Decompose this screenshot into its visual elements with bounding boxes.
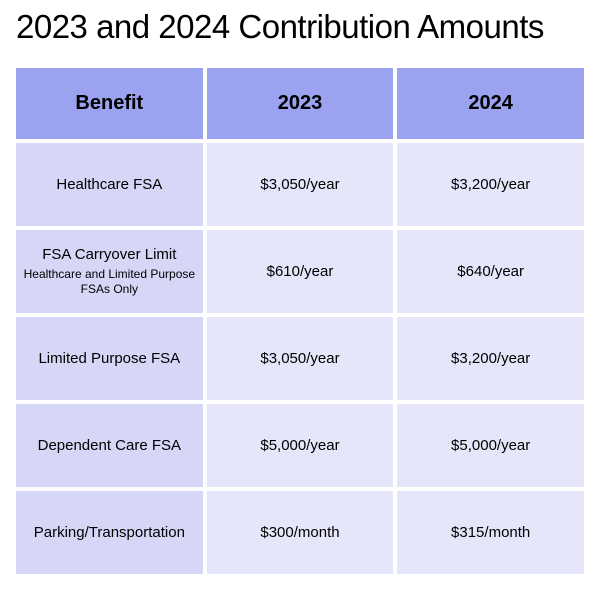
table-row: Limited Purpose FSA $3,050/year $3,200/y… xyxy=(16,317,584,400)
col-2024: 2024 xyxy=(397,68,584,139)
value-2023: $300/month xyxy=(207,491,394,574)
table-row: Healthcare FSA $3,050/year $3,200/year xyxy=(16,143,584,226)
page-title: 2023 and 2024 Contribution Amounts xyxy=(16,8,588,46)
benefit-label: FSA Carryover Limit xyxy=(42,246,176,263)
value-2024: $3,200/year xyxy=(397,143,584,226)
value-2024: $5,000/year xyxy=(397,404,584,487)
table-row: Dependent Care FSA $5,000/year $5,000/ye… xyxy=(16,404,584,487)
benefit-cell: Parking/Transportation xyxy=(16,491,203,574)
value-2023: $5,000/year xyxy=(207,404,394,487)
value-2024: $315/month xyxy=(397,491,584,574)
value-2023: $3,050/year xyxy=(207,143,394,226)
value-2024: $640/year xyxy=(397,230,584,313)
benefit-label: Dependent Care FSA xyxy=(38,437,181,454)
col-benefit: Benefit xyxy=(16,68,203,139)
benefit-label: Healthcare FSA xyxy=(56,176,162,193)
benefit-cell: FSA Carryover Limit Healthcare and Limit… xyxy=(16,230,203,313)
table-row: FSA Carryover Limit Healthcare and Limit… xyxy=(16,230,584,313)
benefit-sub: Healthcare and Limited Purpose FSAs Only xyxy=(18,267,201,298)
benefit-cell: Limited Purpose FSA xyxy=(16,317,203,400)
contribution-table: Benefit 2023 2024 Healthcare FSA $3,050/… xyxy=(12,64,588,578)
value-2023: $3,050/year xyxy=(207,317,394,400)
benefit-label: Parking/Transportation xyxy=(34,524,185,541)
value-2024: $3,200/year xyxy=(397,317,584,400)
value-2023: $610/year xyxy=(207,230,394,313)
col-2023: 2023 xyxy=(207,68,394,139)
table-header-row: Benefit 2023 2024 xyxy=(16,68,584,139)
benefit-cell: Healthcare FSA xyxy=(16,143,203,226)
benefit-label: Limited Purpose FSA xyxy=(38,350,180,367)
benefit-cell: Dependent Care FSA xyxy=(16,404,203,487)
table-row: Parking/Transportation $300/month $315/m… xyxy=(16,491,584,574)
page: 2023 and 2024 Contribution Amounts Benef… xyxy=(0,0,600,578)
